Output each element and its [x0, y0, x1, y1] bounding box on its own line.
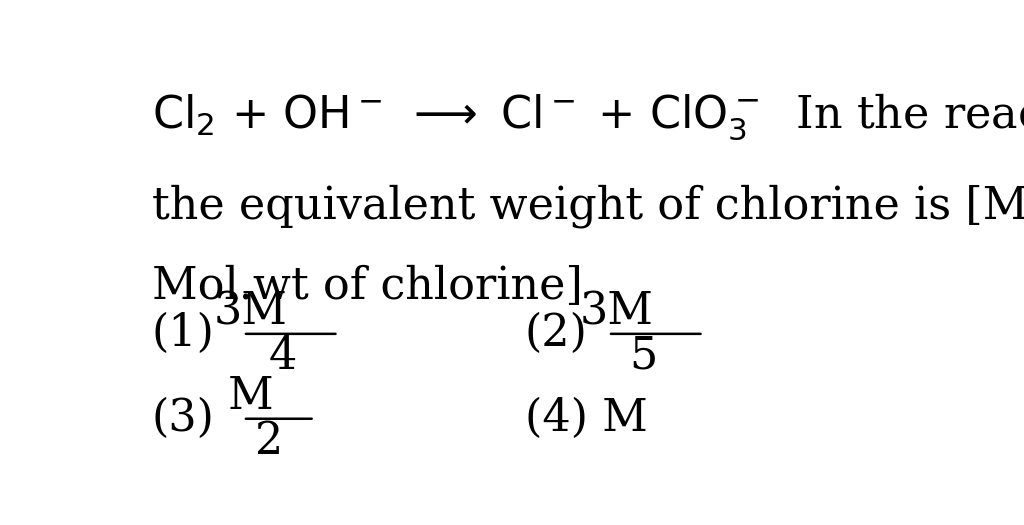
Text: $\mathrm{Cl_2}$ $+$ $\mathrm{OH^-}$ $\longrightarrow$ $\mathrm{Cl^-}$ $+$ $\math: $\mathrm{Cl_2}$ $+$ $\mathrm{OH^-}$ $\lo…: [152, 91, 1024, 142]
Text: 2: 2: [255, 419, 284, 463]
Text: 3M: 3M: [214, 290, 288, 333]
Text: 5: 5: [630, 334, 658, 377]
Text: M: M: [228, 375, 273, 418]
Text: the equivalent weight of chlorine is [M =: the equivalent weight of chlorine is [M …: [152, 184, 1024, 228]
Text: 4: 4: [268, 334, 297, 377]
Text: 3M: 3M: [580, 290, 653, 333]
Text: (3): (3): [152, 397, 215, 440]
Text: (2): (2): [524, 312, 588, 355]
Text: (4) M: (4) M: [524, 397, 647, 440]
Text: Mol.wt of chlorine]: Mol.wt of chlorine]: [152, 265, 583, 308]
Text: (1): (1): [152, 312, 215, 355]
